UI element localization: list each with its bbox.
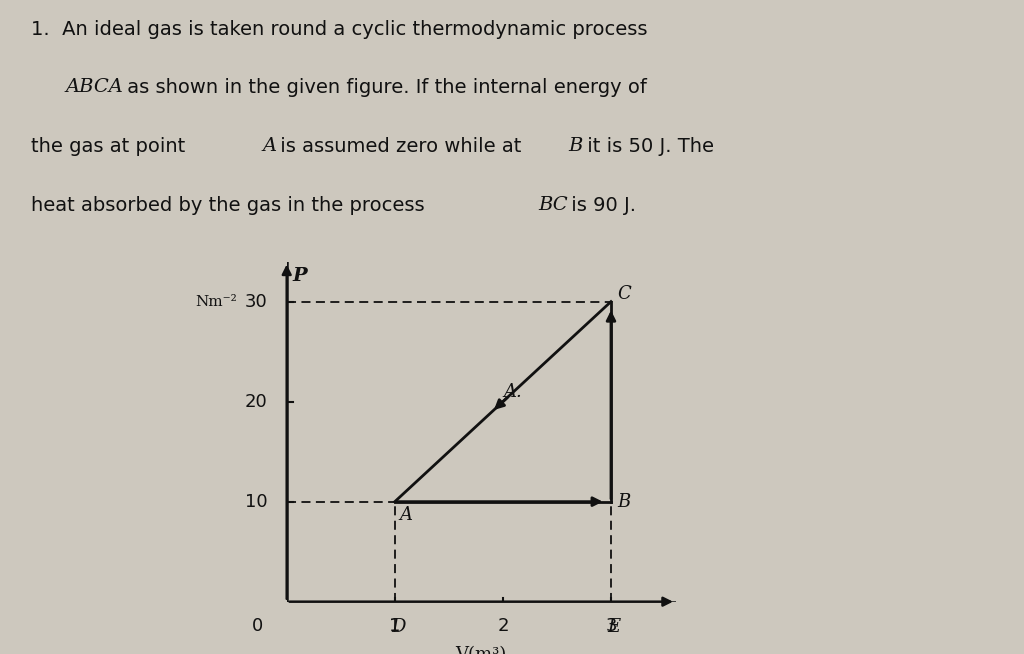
Text: heat absorbed by the gas in the process: heat absorbed by the gas in the process bbox=[31, 196, 431, 215]
Text: the gas at point: the gas at point bbox=[31, 137, 191, 156]
Text: is assumed zero while at: is assumed zero while at bbox=[274, 137, 528, 156]
Text: P: P bbox=[292, 267, 307, 284]
Text: 1.  An ideal gas is taken round a cyclic thermodynamic process: 1. An ideal gas is taken round a cyclic … bbox=[31, 20, 647, 39]
Text: is 90 J.: is 90 J. bbox=[565, 196, 636, 215]
Text: A: A bbox=[262, 137, 276, 156]
Text: Nm⁻²: Nm⁻² bbox=[196, 294, 238, 309]
Text: B: B bbox=[617, 492, 631, 511]
Text: A: A bbox=[399, 506, 412, 524]
Text: C: C bbox=[617, 284, 631, 303]
Text: A.: A. bbox=[503, 383, 521, 401]
Text: it is 50 J. The: it is 50 J. The bbox=[581, 137, 714, 156]
Text: 1: 1 bbox=[389, 617, 400, 634]
Text: 20: 20 bbox=[245, 392, 267, 411]
Text: B: B bbox=[568, 137, 583, 156]
Text: BC: BC bbox=[539, 196, 568, 215]
Text: 3: 3 bbox=[605, 617, 616, 634]
Text: E: E bbox=[607, 617, 621, 636]
Text: ABCA: ABCA bbox=[66, 78, 124, 97]
Text: 0: 0 bbox=[252, 617, 263, 634]
Text: V(m³): V(m³) bbox=[456, 645, 507, 654]
Text: 30: 30 bbox=[245, 292, 267, 311]
Text: 10: 10 bbox=[245, 492, 267, 511]
Text: D: D bbox=[391, 617, 406, 636]
Text: as shown in the given figure. If the internal energy of: as shown in the given figure. If the int… bbox=[121, 78, 647, 97]
Text: 2: 2 bbox=[497, 617, 509, 634]
